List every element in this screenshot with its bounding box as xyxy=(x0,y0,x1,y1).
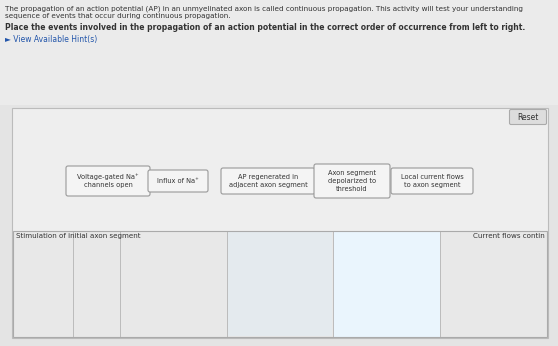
Text: AP regenerated in
adjacent axon segment: AP regenerated in adjacent axon segment xyxy=(229,174,307,188)
Text: Influx of Na⁺: Influx of Na⁺ xyxy=(157,178,199,184)
FancyBboxPatch shape xyxy=(148,170,208,192)
FancyBboxPatch shape xyxy=(0,0,558,105)
FancyBboxPatch shape xyxy=(509,109,546,125)
Text: Voltage-gated Na⁺
channels open: Voltage-gated Na⁺ channels open xyxy=(77,174,139,188)
FancyBboxPatch shape xyxy=(440,231,547,337)
FancyBboxPatch shape xyxy=(314,164,390,198)
FancyBboxPatch shape xyxy=(221,168,315,194)
Text: The propagation of an action potential (AP) in an unmyelinated axon is called co: The propagation of an action potential (… xyxy=(5,5,523,11)
Text: Place the events involved in the propagation of an action potential in the corre: Place the events involved in the propaga… xyxy=(5,23,525,32)
Text: ► View Available Hint(s): ► View Available Hint(s) xyxy=(5,35,97,44)
FancyBboxPatch shape xyxy=(391,168,473,194)
FancyBboxPatch shape xyxy=(66,166,150,196)
FancyBboxPatch shape xyxy=(12,108,548,338)
Text: Current flows contin: Current flows contin xyxy=(473,233,545,239)
FancyBboxPatch shape xyxy=(13,231,120,337)
Text: sequence of events that occur during continuous propagation.: sequence of events that occur during con… xyxy=(5,13,230,19)
FancyBboxPatch shape xyxy=(333,231,440,337)
FancyBboxPatch shape xyxy=(120,231,227,337)
Text: Stimulation of initial axon segment: Stimulation of initial axon segment xyxy=(16,233,141,239)
FancyBboxPatch shape xyxy=(228,232,333,336)
Text: Local current flows
to axon segment: Local current flows to axon segment xyxy=(401,174,463,188)
FancyBboxPatch shape xyxy=(227,231,333,337)
Text: Axon segment
depolarized to
threshold: Axon segment depolarized to threshold xyxy=(328,170,376,192)
Text: Reset: Reset xyxy=(517,112,538,121)
